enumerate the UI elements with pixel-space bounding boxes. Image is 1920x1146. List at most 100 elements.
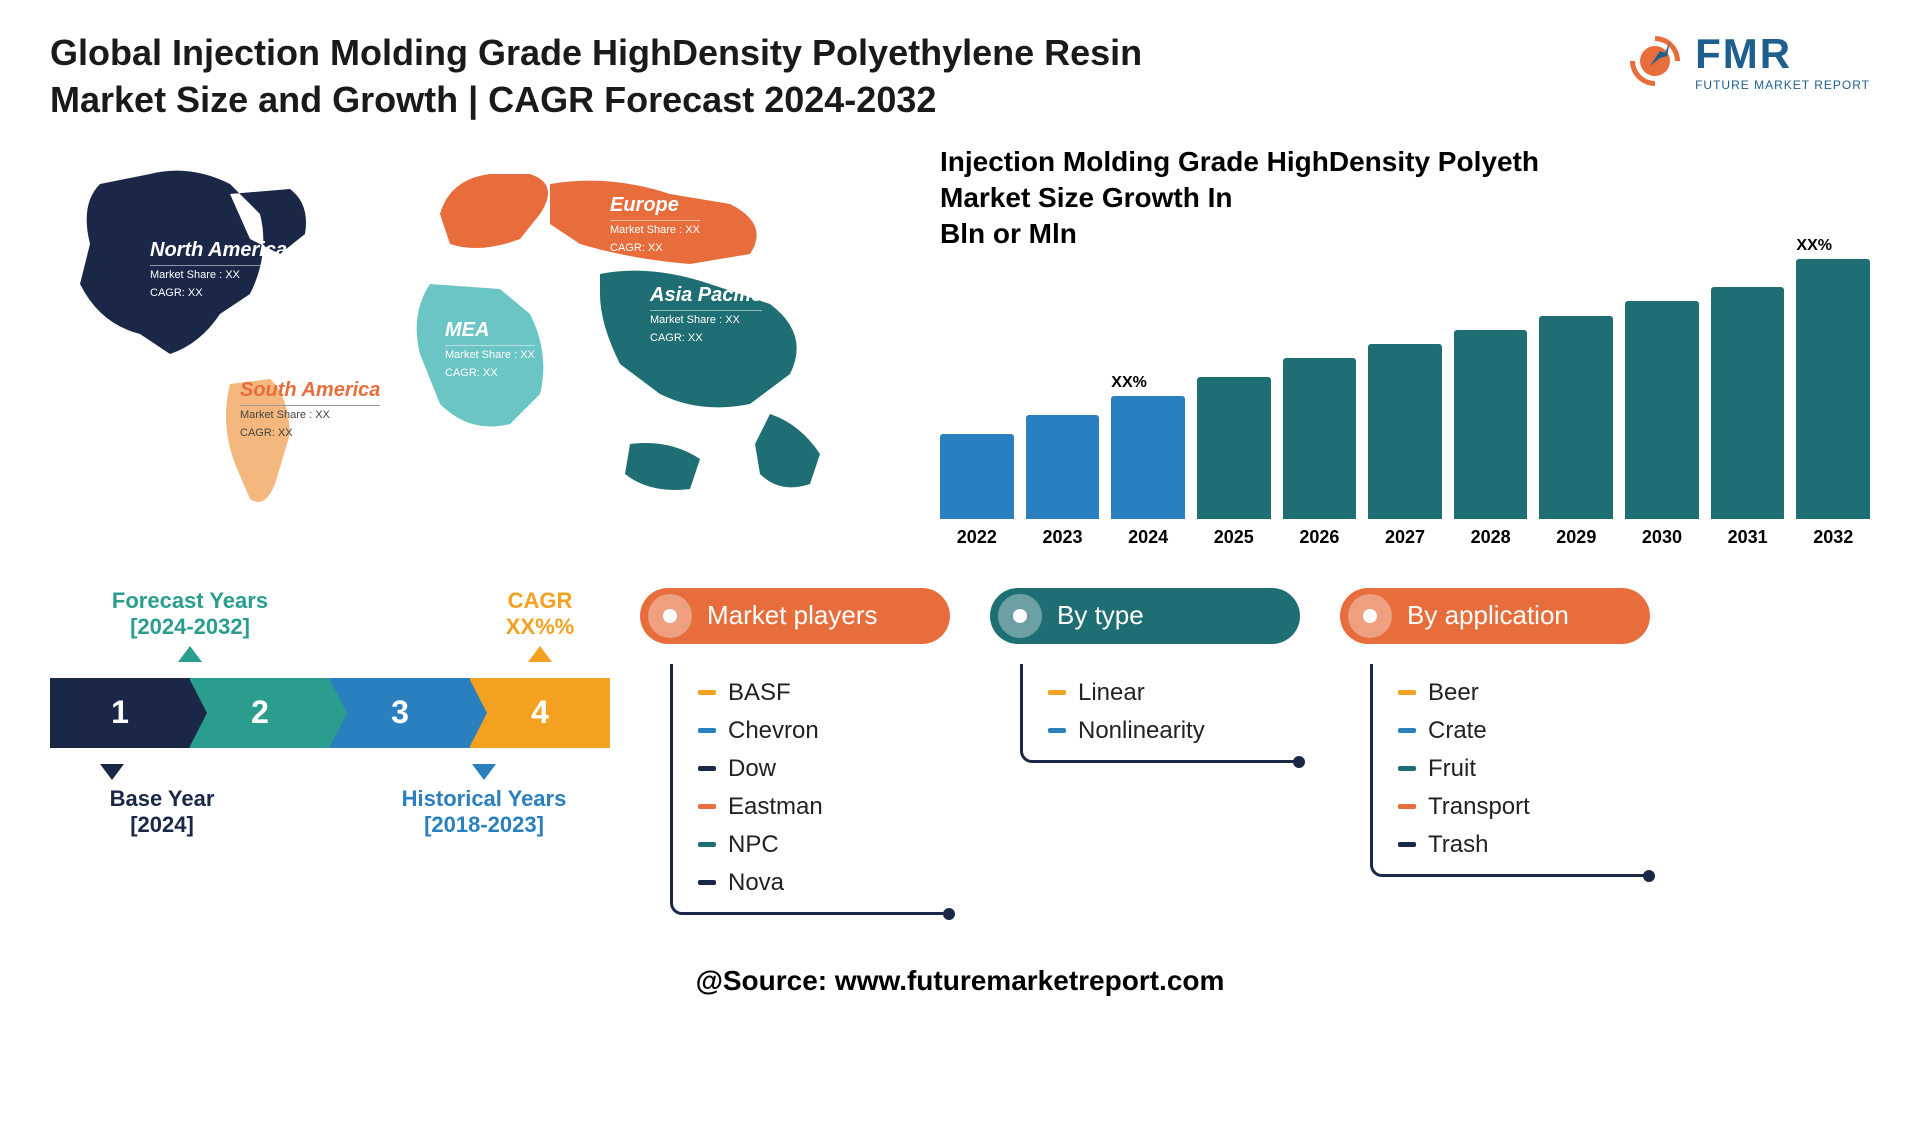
list-item-label: Chevron	[728, 717, 819, 745]
bullet-icon	[1398, 728, 1416, 733]
base-label: Base Year	[50, 786, 274, 812]
region-sa-name: South America	[240, 379, 380, 402]
bullet-icon	[1398, 842, 1416, 847]
base-years: [2024]	[50, 812, 274, 838]
pill-dot-icon	[648, 594, 692, 638]
timeline-seg-4: 4	[470, 678, 610, 748]
bar	[1539, 316, 1613, 519]
bar-col: 2022	[940, 434, 1014, 548]
bullet-icon	[698, 880, 716, 885]
pill-dot-icon	[1348, 594, 1392, 638]
pill-section: By application Beer Crate Fruit Transport Tra…	[1340, 588, 1650, 915]
bullet-icon	[1398, 804, 1416, 809]
pill-dot-icon	[998, 594, 1042, 638]
bar-year-label: 2028	[1471, 527, 1511, 548]
pill-title: By application	[1407, 600, 1569, 631]
bar-year-label: 2030	[1642, 527, 1682, 548]
bar	[940, 434, 1014, 519]
bullet-icon	[1398, 690, 1416, 695]
timeline: Forecast Years [2024-2032] CAGR XX%% 1 2…	[50, 588, 610, 838]
bar-col: 2028	[1454, 330, 1528, 548]
world-map: North America Market Share : XX CAGR: XX…	[50, 144, 900, 524]
hist-years: [2018-2023]	[358, 812, 610, 838]
bar-col: 2025	[1197, 377, 1271, 548]
bar	[1197, 377, 1271, 519]
region-sa-cagr: CAGR: XX	[240, 424, 380, 439]
region-ap-share: Market Share : XX	[650, 310, 762, 326]
logo-text-sub: FUTURE MARKET REPORT	[1695, 78, 1870, 92]
region-mea-name: MEA	[445, 319, 535, 342]
pill-list: Beer Crate Fruit Transport Trash	[1370, 664, 1650, 877]
list-item: Crate	[1398, 712, 1650, 750]
bullet-icon	[1398, 766, 1416, 771]
bar-pct-label: XX%	[1111, 374, 1147, 392]
timeline-seg-3: 3	[330, 678, 470, 748]
bar	[1283, 358, 1357, 519]
chart-title-1: Injection Molding Grade HighDensity Poly…	[940, 144, 1870, 180]
forecast-label: Forecast Years	[50, 588, 330, 614]
bar-year-label: 2022	[957, 527, 997, 548]
logo: FMR FUTURE MARKET REPORT	[1625, 30, 1870, 92]
bar-col: 2031	[1711, 287, 1785, 548]
list-item-label: Linear	[1078, 679, 1145, 707]
list-item: Trash	[1398, 826, 1650, 864]
region-ap-cagr: CAGR: XX	[650, 329, 762, 344]
bullet-icon	[698, 728, 716, 733]
bar-year-label: 2025	[1214, 527, 1254, 548]
source-text: @Source: www.futuremarketreport.com	[50, 965, 1870, 997]
list-item: NPC	[698, 826, 950, 864]
region-ap-name: Asia Pacific	[650, 284, 762, 307]
list-item: Dow	[698, 750, 950, 788]
hist-label: Historical Years	[358, 786, 610, 812]
pill-header: By application	[1340, 588, 1650, 644]
chart-title-3: Bln or Mln	[940, 216, 1870, 252]
bar-col: XX%2032	[1796, 259, 1870, 548]
pill-title: By type	[1057, 600, 1144, 631]
cagr-label: CAGR	[470, 588, 610, 614]
region-na-name: North America	[150, 239, 287, 262]
bullet-icon	[698, 766, 716, 771]
list-item-label: Trash	[1428, 831, 1488, 859]
list-item-label: Nonlinearity	[1078, 717, 1205, 745]
bar	[1368, 344, 1442, 519]
bar-col: 2027	[1368, 344, 1442, 548]
list-item: Transport	[1398, 788, 1650, 826]
forecast-years: [2024-2032]	[50, 614, 330, 640]
logo-icon	[1625, 31, 1685, 91]
list-item: Chevron	[698, 712, 950, 750]
bullet-icon	[1048, 728, 1066, 733]
list-item-label: Fruit	[1428, 755, 1476, 783]
bar-col: 2029	[1539, 316, 1613, 548]
bar-col: 2023	[1026, 415, 1100, 548]
bar-year-label: 2029	[1556, 527, 1596, 548]
list-item-label: Eastman	[728, 793, 823, 821]
bar-year-label: 2023	[1042, 527, 1082, 548]
list-item-label: NPC	[728, 831, 779, 859]
list-item: Nova	[698, 864, 950, 902]
pill-list: BASF Chevron Dow Eastman NPC Nova	[670, 664, 950, 915]
region-eu-share: Market Share : XX	[610, 220, 700, 236]
bar	[1625, 301, 1699, 518]
pill-header: Market players	[640, 588, 950, 644]
logo-text-main: FMR	[1695, 30, 1870, 78]
region-eu-name: Europe	[610, 194, 700, 217]
list-item-label: Transport	[1428, 793, 1530, 821]
bar	[1454, 330, 1528, 519]
bar-year-label: 2027	[1385, 527, 1425, 548]
pill-title: Market players	[707, 600, 878, 631]
list-item-label: BASF	[728, 679, 791, 707]
list-item-label: Nova	[728, 869, 784, 897]
bar	[1711, 287, 1785, 519]
region-na-cagr: CAGR: XX	[150, 284, 287, 299]
pill-list: Linear Nonlinearity	[1020, 664, 1300, 763]
bar-year-label: 2024	[1128, 527, 1168, 548]
region-mea-share: Market Share : XX	[445, 345, 535, 361]
bar: XX%	[1111, 396, 1185, 519]
list-item-label: Beer	[1428, 679, 1479, 707]
bar	[1026, 415, 1100, 519]
list-item: Fruit	[1398, 750, 1650, 788]
region-mea-cagr: CAGR: XX	[445, 364, 535, 379]
list-item: Nonlinearity	[1048, 712, 1300, 750]
pill-section: By type Linear Nonlinearity	[990, 588, 1300, 915]
list-item-label: Dow	[728, 755, 776, 783]
